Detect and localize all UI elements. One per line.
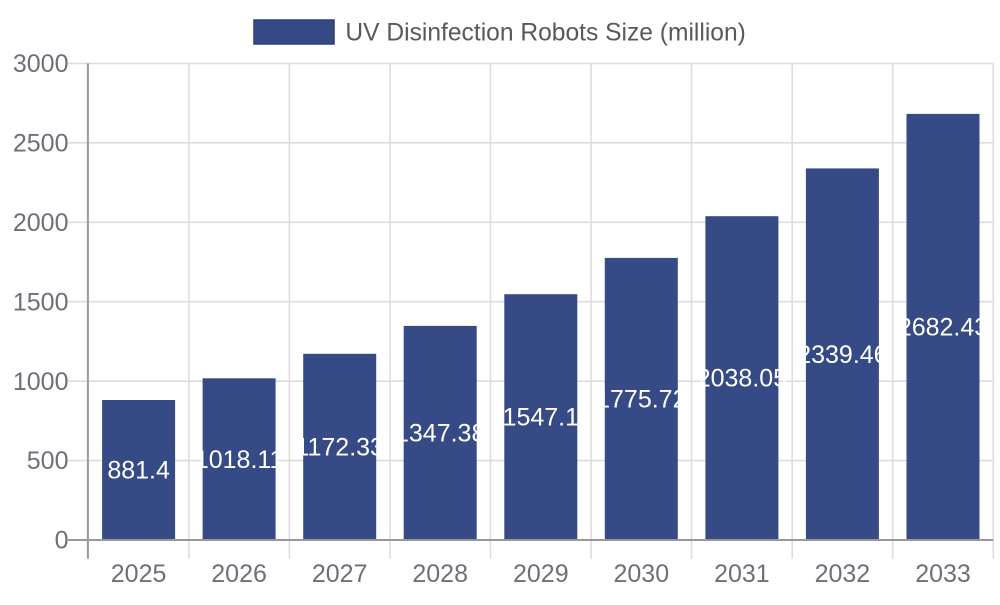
svg-text:1347.38: 1347.38 (395, 420, 485, 448)
svg-text:1775.72: 1775.72 (596, 386, 686, 414)
svg-text:0: 0 (55, 527, 69, 555)
svg-text:1018.11: 1018.11 (195, 446, 284, 474)
svg-text:UV Disinfection Robots Size (m: UV Disinfection Robots Size (million) (345, 20, 745, 47)
svg-text:2026: 2026 (211, 560, 267, 588)
svg-text:2682.43: 2682.43 (898, 314, 988, 342)
svg-text:2031: 2031 (714, 560, 770, 588)
svg-text:1000: 1000 (13, 368, 69, 396)
svg-text:2339.46: 2339.46 (797, 341, 887, 369)
svg-text:2025: 2025 (111, 560, 167, 588)
svg-text:881.4: 881.4 (107, 457, 170, 485)
svg-text:1500: 1500 (13, 288, 69, 316)
svg-text:2027: 2027 (312, 560, 368, 588)
svg-text:2029: 2029 (513, 560, 569, 588)
svg-text:2033: 2033 (915, 560, 971, 588)
svg-text:2038.05: 2038.05 (697, 365, 787, 393)
svg-text:2030: 2030 (613, 560, 669, 588)
svg-text:2500: 2500 (13, 129, 69, 157)
svg-text:500: 500 (27, 447, 69, 475)
svg-text:1547.1: 1547.1 (503, 404, 579, 432)
svg-text:2028: 2028 (412, 560, 468, 588)
svg-text:3000: 3000 (13, 50, 69, 78)
svg-text:2032: 2032 (815, 560, 871, 588)
svg-text:1172.33: 1172.33 (295, 434, 384, 462)
svg-text:2000: 2000 (13, 209, 69, 237)
